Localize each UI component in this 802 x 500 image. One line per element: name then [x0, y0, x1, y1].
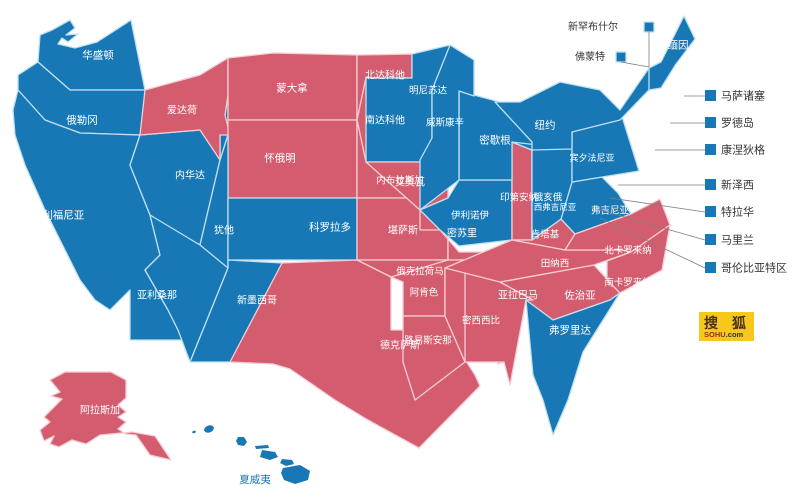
svg-text:SOHU.com: SOHU.com: [704, 330, 744, 339]
svg-text:路易斯安那: 路易斯安那: [404, 334, 452, 346]
svg-text:犹他: 犹他: [214, 224, 234, 237]
svg-text:阿拉斯加: 阿拉斯加: [80, 404, 120, 417]
svg-text:艾奥瓦: 艾奥瓦: [395, 176, 425, 189]
svg-text:肯塔基: 肯塔基: [531, 228, 560, 240]
svg-text:加利福尼亚: 加利福尼亚: [32, 209, 85, 222]
svg-text:华盛顿: 华盛顿: [82, 49, 114, 62]
svg-text:俄勒冈: 俄勒冈: [66, 114, 98, 127]
svg-text:缅因: 缅因: [668, 39, 689, 52]
svg-text:威斯康辛: 威斯康辛: [426, 116, 464, 128]
svg-text:北达科他: 北达科他: [365, 69, 405, 82]
svg-text:罗德岛: 罗德岛: [721, 116, 754, 130]
svg-text:亚利桑那: 亚利桑那: [137, 290, 177, 302]
svg-text:密西西比: 密西西比: [462, 314, 500, 326]
svg-text:怀俄明: 怀俄明: [264, 153, 296, 165]
svg-text:俄亥俄: 俄亥俄: [534, 191, 563, 203]
svg-text:蒙大拿: 蒙大拿: [276, 82, 308, 95]
svg-text:印第安纳: 印第安纳: [500, 191, 538, 203]
svg-text:北卡罗来纳: 北卡罗来纳: [604, 244, 652, 256]
svg-text:新罕布什尔: 新罕布什尔: [568, 20, 618, 33]
svg-text:密苏里: 密苏里: [447, 227, 477, 240]
svg-text:新墨西哥: 新墨西哥: [237, 294, 277, 307]
svg-text:亚拉巴马: 亚拉巴马: [498, 289, 538, 302]
svg-text:康涅狄格: 康涅狄格: [721, 143, 765, 157]
svg-text:西弗吉尼亚: 西弗吉尼亚: [534, 202, 577, 212]
svg-text:夏威夷: 夏威夷: [239, 473, 271, 486]
svg-text:阿肯色: 阿肯色: [410, 286, 439, 298]
svg-text:弗罗里达: 弗罗里达: [549, 324, 591, 337]
svg-text:伊利诺伊: 伊利诺伊: [451, 209, 490, 221]
svg-text:哥伦比亚特区: 哥伦比亚特区: [721, 261, 787, 275]
svg-text:堪萨斯: 堪萨斯: [388, 224, 418, 237]
svg-text:新泽西: 新泽西: [721, 178, 754, 192]
svg-text:田纳西: 田纳西: [541, 257, 570, 269]
svg-text:马萨诸塞: 马萨诸塞: [721, 89, 765, 103]
svg-text:爱达荷: 爱达荷: [167, 104, 197, 117]
svg-text:密歇根: 密歇根: [479, 134, 511, 147]
svg-text:佐治亚: 佐治亚: [564, 289, 596, 302]
svg-text:纽约: 纽约: [535, 119, 556, 132]
svg-text:内华达: 内华达: [175, 169, 205, 182]
svg-text:佛蒙特: 佛蒙特: [575, 50, 605, 63]
svg-text:特拉华: 特拉华: [721, 205, 754, 219]
svg-text:明尼苏达: 明尼苏达: [409, 84, 448, 96]
svg-text:科罗拉多: 科罗拉多: [309, 221, 351, 234]
svg-text:南卡罗来纳: 南卡罗来纳: [604, 276, 652, 288]
svg-text:南达科他: 南达科他: [365, 114, 405, 127]
svg-text:弗吉尼亚: 弗吉尼亚: [591, 204, 630, 216]
svg-text:搜 狐: 搜 狐: [704, 315, 746, 331]
svg-text:俄克拉荷马: 俄克拉荷马: [396, 265, 444, 277]
svg-text:宾夕法尼亚: 宾夕法尼亚: [569, 152, 614, 163]
svg-text:马里兰: 马里兰: [721, 234, 754, 247]
